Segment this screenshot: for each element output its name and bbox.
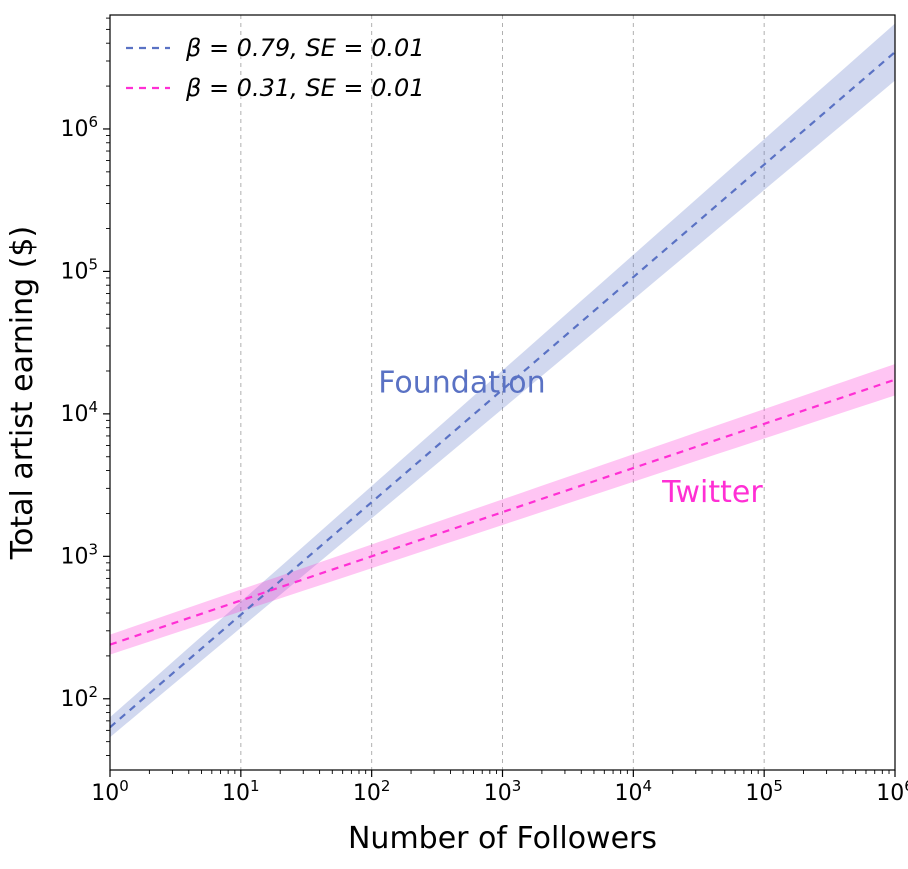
series-label-foundation: Foundation	[378, 366, 545, 401]
legend-label: β = 0.79, SE = 0.01	[185, 34, 425, 62]
x-axis-label: Number of Followers	[348, 821, 657, 856]
x-tick-label: 106	[876, 777, 908, 806]
legend-label: β = 0.31, SE = 0.01	[185, 74, 425, 102]
chart-container: 100101102103104105106102103104105106Numb…	[0, 0, 908, 869]
series-label-twitter: Twitter	[661, 475, 763, 510]
regression-chart: 100101102103104105106102103104105106Numb…	[0, 0, 908, 869]
y-axis-label: Total artist earning ($)	[5, 226, 40, 560]
